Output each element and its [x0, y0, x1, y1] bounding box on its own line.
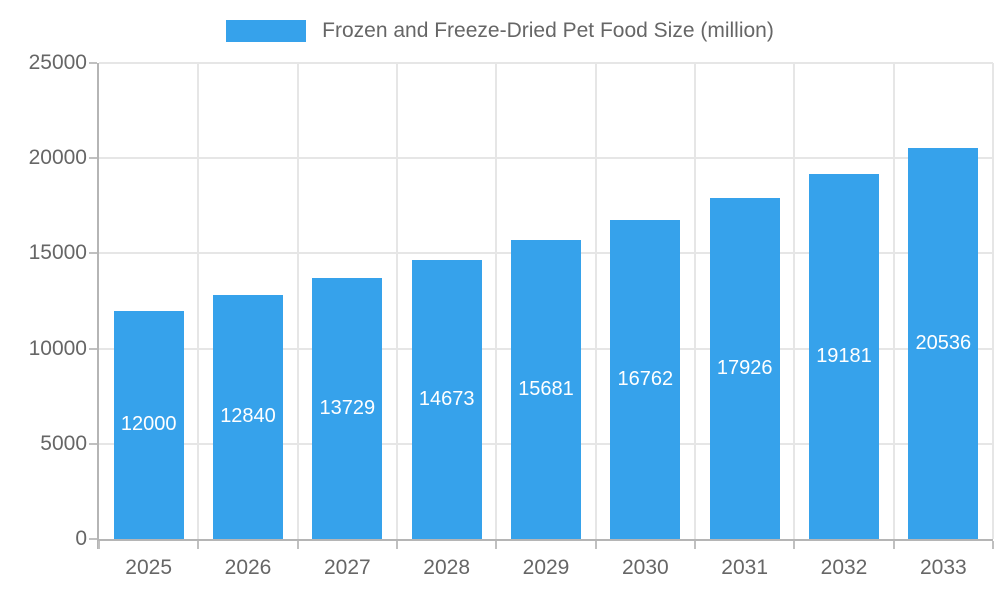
bar-value-label: 12000: [120, 413, 177, 436]
x-axis-label: 2027: [323, 556, 371, 579]
x-axis-label: 2032: [820, 556, 868, 579]
x-axis-label: 2029: [522, 556, 570, 579]
y-grid-line: [99, 157, 993, 160]
x-grid-line: [594, 63, 597, 539]
x-grid-line: [992, 63, 994, 539]
bar: 20536: [908, 147, 979, 539]
x-axis-label: 2033: [919, 556, 967, 579]
bar-value-label: 13729: [319, 396, 376, 419]
bar: 12000: [113, 310, 184, 539]
bar: 13729: [312, 277, 383, 539]
x-axis-label: 2028: [423, 556, 471, 579]
legend-label: Frozen and Freeze-Dried Pet Food Size (m…: [322, 19, 774, 42]
y-axis-tick: [89, 538, 97, 540]
y-axis-tick: [89, 252, 97, 255]
y-axis-label: 0: [75, 527, 87, 550]
x-grid-line: [296, 63, 299, 539]
x-axis-tick: [495, 541, 498, 549]
x-grid-line: [197, 63, 200, 539]
x-axis-tick: [98, 541, 100, 549]
x-axis-tick: [793, 541, 796, 549]
y-axis-label: 25000: [28, 51, 87, 74]
bar: 14673: [411, 259, 482, 539]
bar-value-label: 20536: [915, 331, 972, 354]
x-axis-tick: [396, 541, 398, 549]
y-axis-label: 5000: [40, 431, 87, 455]
x-axis-label: 2030: [621, 556, 669, 579]
bar-value-label: 17926: [716, 356, 773, 379]
y-axis-label: 10000: [28, 336, 87, 360]
x-axis-tick: [694, 541, 696, 549]
y-axis-tick: [89, 157, 97, 160]
x-axis-tick: [594, 541, 597, 549]
y-axis-tick: [89, 347, 97, 350]
bar-value-label: 12840: [220, 405, 276, 428]
bar: 12840: [213, 294, 283, 539]
chart-legend[interactable]: Frozen and Freeze-Dried Pet Food Size (m…: [0, 19, 1000, 43]
x-grid-line: [495, 63, 498, 539]
y-axis-line: [97, 63, 99, 549]
x-grid-line: [694, 63, 696, 539]
x-axis-label: 2031: [721, 556, 769, 579]
x-axis-label: 2026: [224, 556, 272, 579]
x-axis-tick: [197, 541, 200, 549]
y-axis-tick: [89, 442, 97, 445]
bar: 16762: [610, 219, 681, 539]
y-axis-label: 20000: [28, 146, 87, 170]
x-axis-line: [97, 539, 993, 541]
bar-value-label: 16762: [617, 367, 674, 390]
bar: 17926: [709, 197, 780, 539]
bar-value-label: 15681: [518, 378, 574, 401]
plot-area: 12000 12840 13729 14673 15681 16762 17926 19181…: [89, 62, 994, 549]
x-axis-tick: [992, 541, 994, 549]
x-grid-line: [793, 63, 796, 539]
bar: 19181: [809, 173, 879, 539]
y-axis-tick: [89, 62, 97, 64]
bar-value-label: 19181: [816, 344, 872, 367]
bar-value-label: 14673: [418, 387, 475, 410]
x-axis-label: 2025: [125, 556, 173, 579]
x-grid-line: [396, 63, 398, 539]
bar: 15681: [511, 240, 581, 539]
y-grid-line: [99, 62, 993, 64]
y-axis-label: 15000: [28, 241, 87, 265]
legend-swatch: [226, 20, 307, 42]
x-axis-tick: [892, 541, 895, 549]
x-grid-line: [892, 63, 895, 539]
x-axis-tick: [296, 541, 299, 549]
